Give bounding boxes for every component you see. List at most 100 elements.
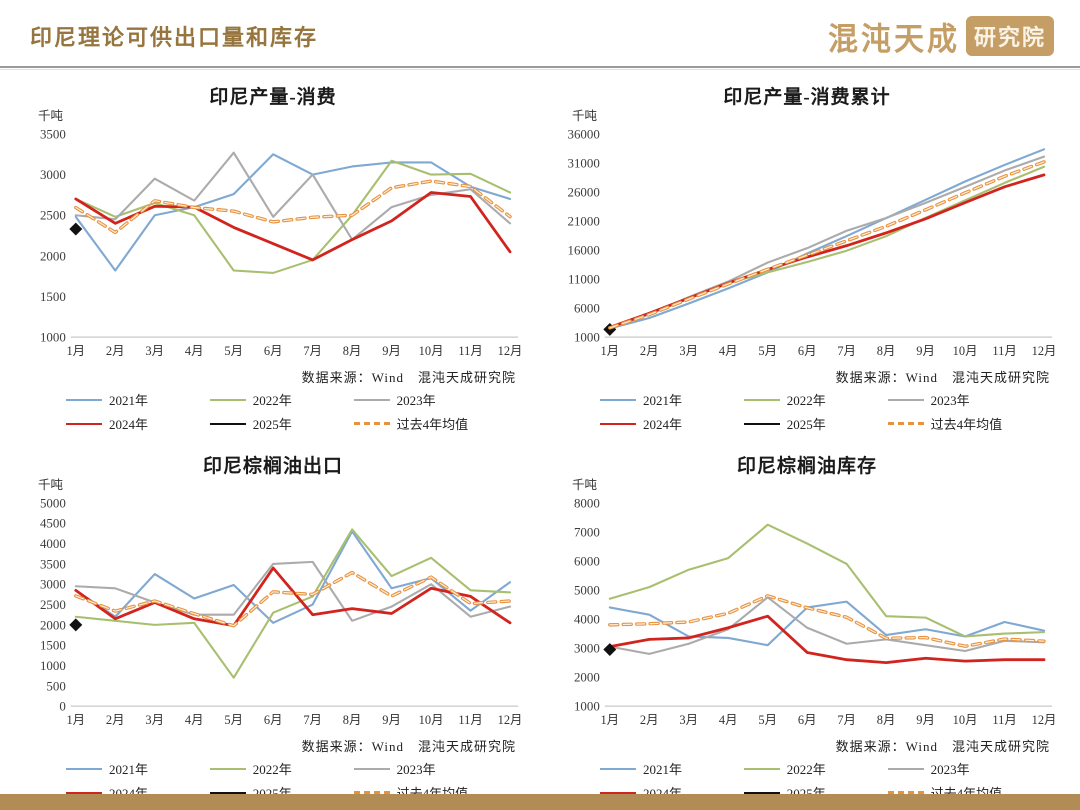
legend-label: 过去4年均值 <box>396 417 469 433</box>
series-line-过去4年均值 <box>74 570 512 628</box>
legend-item-2022年: 2022年 <box>209 390 350 409</box>
legend-item-2024年: 2024年 <box>66 414 206 433</box>
y-axis-tick: 1000 <box>40 658 66 673</box>
company-logo: 混沌天成 研究院 <box>828 14 1054 58</box>
x-axis-tick: 7月 <box>303 344 322 358</box>
series-line-2021年 <box>608 148 1046 330</box>
series-line-inner-过去4年均值 <box>75 571 511 627</box>
series-line-2023年 <box>608 596 1046 655</box>
legend-swatch <box>353 398 390 401</box>
x-axis-tick: 12月 <box>1032 713 1056 727</box>
legend-item-2021年: 2021年 <box>600 390 740 409</box>
y-axis-tick: 6000 <box>574 554 600 569</box>
legend-swatch <box>66 422 102 425</box>
y-axis-tick: 1500 <box>40 289 66 304</box>
y-axis-tick: 1500 <box>40 638 66 653</box>
series-line-inner-过去4年均值 <box>609 595 1045 647</box>
x-axis-tick: 3月 <box>145 344 164 358</box>
y-axis-tick: 3000 <box>40 577 66 592</box>
x-axis-tick: 6月 <box>798 344 817 358</box>
y-axis-tick: 11000 <box>568 272 600 287</box>
chart-production-minus-consumption: 印尼产量-消费 千吨 3500 3000 2500 2000 1500 1000 1月 2月 3… <box>24 74 522 433</box>
y-axis-unit: 千吨 <box>572 109 598 123</box>
series-line-2021年 <box>74 153 512 272</box>
logo-script-text: 混沌天成 <box>827 22 960 57</box>
legend-swatch <box>353 422 390 426</box>
y-axis-tick: 4500 <box>40 516 66 531</box>
y-axis-tick: 3500 <box>40 556 66 571</box>
series-line-2024年 <box>608 614 1046 665</box>
series-line-2024年 <box>74 566 512 628</box>
y-axis-tick: 4000 <box>40 536 66 551</box>
x-axis-tick: 8月 <box>343 713 362 727</box>
legend-label: 2025年 <box>252 417 292 433</box>
y-axis-tick: 5000 <box>574 583 600 598</box>
x-axis-tick: 8月 <box>343 344 362 358</box>
chart-legend: 2021年 2022年 2023年 2024年 2025年 过去4年均值 <box>558 386 1056 433</box>
legend-swatch <box>66 767 102 770</box>
x-axis-tick: 1月 <box>600 344 619 358</box>
x-axis-tick: 4月 <box>185 713 204 727</box>
legend-item-2022年: 2022年 <box>743 759 884 778</box>
y-axis-tick: 1000 <box>40 330 66 345</box>
data-source-note: 数据来源：Wind 混沌天成研究院 <box>301 370 516 386</box>
x-axis-tick: 2月 <box>640 344 659 358</box>
x-axis-tick: 4月 <box>719 713 738 727</box>
legend-item-2024年: 2024年 <box>600 414 740 433</box>
y-axis-tick: 26000 <box>567 184 599 199</box>
legend-label: 2023年 <box>396 393 436 409</box>
y-axis-tick: 2000 <box>40 248 66 263</box>
series-line-2022年 <box>74 159 512 274</box>
series-line-2021年 <box>74 530 512 624</box>
x-axis-tick: 12月 <box>1032 344 1056 358</box>
legend-label: 2022年 <box>252 762 292 778</box>
x-axis-tick: 3月 <box>679 713 698 727</box>
x-axis-tick: 4月 <box>185 344 204 358</box>
x-axis-tick: 6月 <box>798 713 817 727</box>
legend-label: 过去4年均值 <box>930 417 1003 433</box>
footer-bar <box>0 794 1080 810</box>
legend-swatch <box>66 791 102 794</box>
legend-label: 2024年 <box>109 417 149 433</box>
series-line-2021年 <box>608 600 1046 647</box>
x-axis-tick: 2月 <box>640 713 659 727</box>
x-axis-tick: 9月 <box>916 713 935 727</box>
legend-swatch <box>600 422 636 425</box>
y-axis-unit: 千吨 <box>38 109 64 123</box>
x-axis-tick: 1月 <box>66 713 85 727</box>
x-axis-tick: 5月 <box>758 344 777 358</box>
legend-swatch <box>743 398 780 401</box>
logo-seal-badge: 研究院 <box>965 16 1054 56</box>
legend-label: 2024年 <box>643 417 683 433</box>
data-source-note: 数据来源：Wind 混沌天成研究院 <box>835 370 1050 386</box>
x-axis-tick: 5月 <box>224 713 243 727</box>
legend-item-2022年: 2022年 <box>209 759 350 778</box>
y-axis-tick: 21000 <box>567 214 599 229</box>
chart-legend: 2021年 2022年 2023年 2024年 2025年 过去4年均值 <box>24 386 522 433</box>
legend-swatch <box>209 791 246 794</box>
chart-title: 印尼产量-消费累计 <box>723 87 891 108</box>
y-axis-tick: 16000 <box>567 243 599 258</box>
x-axis-tick: 11月 <box>992 344 1016 358</box>
chart-title: 印尼棕榈油库存 <box>736 456 877 478</box>
y-axis-tick: 1000 <box>574 330 600 345</box>
y-axis-tick: 2000 <box>40 617 66 632</box>
y-axis-tick: 4000 <box>574 612 600 627</box>
y-axis-tick: 2000 <box>574 670 600 685</box>
x-axis-tick: 7月 <box>837 713 856 727</box>
x-axis-tick: 10月 <box>419 344 444 358</box>
x-axis-tick: 10月 <box>953 344 978 358</box>
y-axis-unit: 千吨 <box>572 478 598 493</box>
legend-swatch <box>600 398 636 401</box>
y-axis-tick: 2500 <box>40 208 66 223</box>
legend-swatch <box>600 791 636 794</box>
legend-swatch <box>887 422 924 426</box>
series-line-inner-过去4年均值 <box>75 180 511 234</box>
chart-palm-oil-exports: 印尼棕榈油出口 千吨 5000 4500 4000 3500 3000 2500 2000 1… <box>24 443 522 802</box>
legend-item-2023年: 2023年 <box>887 390 1054 409</box>
legend-item-2022年: 2022年 <box>743 390 884 409</box>
series-line-2022年 <box>608 523 1046 638</box>
y-axis-tick: 5000 <box>40 495 66 510</box>
